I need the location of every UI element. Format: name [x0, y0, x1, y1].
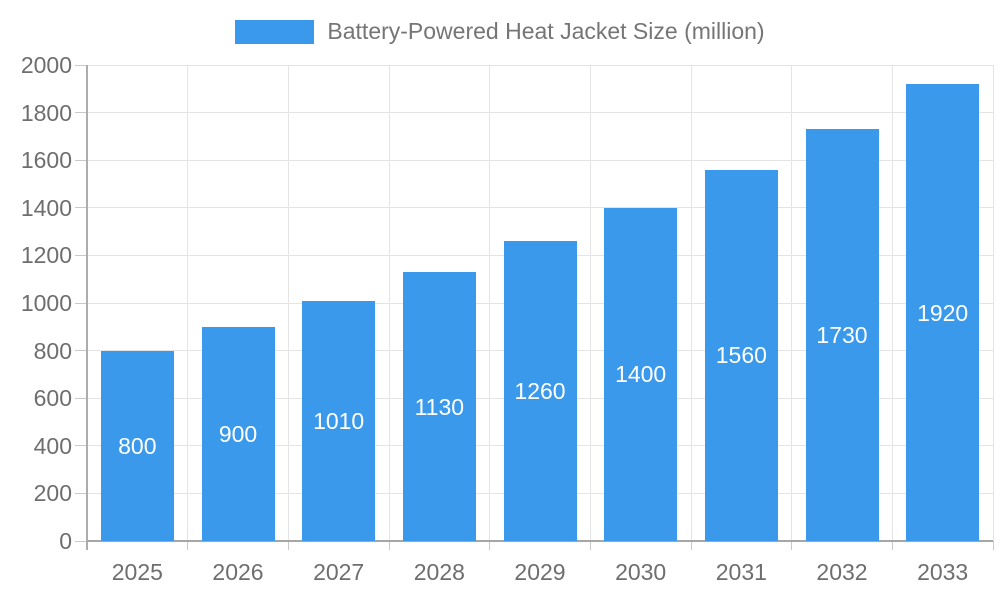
x-axis-tick — [891, 541, 893, 550]
y-axis-label: 2000 — [20, 52, 72, 78]
v-gridline — [791, 65, 793, 541]
x-axis-tick — [791, 541, 793, 550]
v-gridline — [287, 65, 289, 541]
bar[interactable] — [604, 207, 678, 541]
x-axis-label: 2026 — [212, 559, 264, 585]
y-axis-label: 1400 — [20, 194, 72, 221]
bar[interactable] — [503, 241, 577, 541]
bar-value-label: 1130 — [414, 393, 465, 420]
h-gridline — [87, 159, 993, 161]
v-gridline — [388, 65, 390, 541]
y-axis-label: 1600 — [20, 147, 72, 174]
x-axis-label: 2030 — [615, 559, 667, 585]
x-axis-tick — [589, 541, 591, 550]
y-axis-tick — [75, 207, 87, 209]
legend-label: Battery-Powered Heat Jacket Size (millio… — [327, 18, 765, 44]
x-axis-label: 2033 — [917, 559, 969, 585]
y-axis-label: 1800 — [20, 99, 72, 126]
x-axis-label: 2032 — [816, 559, 868, 585]
y-axis-tick — [75, 540, 87, 542]
bar-value-label: 1260 — [514, 378, 566, 405]
bar-value-label: 1920 — [917, 299, 969, 326]
bar-value-label: 1010 — [313, 407, 365, 434]
y-axis-line — [86, 65, 88, 550]
x-axis-tick — [690, 541, 692, 550]
v-gridline — [992, 65, 994, 541]
h-gridline — [87, 64, 993, 66]
x-axis-label: 2031 — [715, 559, 767, 585]
y-axis-tick — [75, 64, 87, 66]
y-axis-label: 200 — [33, 480, 72, 507]
bar[interactable] — [201, 326, 275, 541]
x-axis-tick — [489, 541, 491, 550]
y-axis-tick — [75, 112, 87, 114]
x-axis-line — [87, 540, 993, 542]
x-axis-tick — [287, 541, 289, 550]
x-axis-label: 2029 — [514, 559, 566, 585]
x-axis-tick — [388, 541, 390, 550]
y-axis-label: 1200 — [20, 242, 72, 269]
x-axis-label: 2025 — [111, 559, 163, 585]
x-axis-label: 2028 — [413, 559, 465, 585]
y-axis-tick — [75, 445, 87, 447]
y-axis-label: 0 — [59, 528, 72, 554]
bar[interactable] — [906, 84, 980, 541]
y-axis-tick — [75, 302, 87, 304]
v-gridline — [589, 65, 591, 541]
x-axis-tick — [992, 541, 994, 550]
v-gridline — [489, 65, 491, 541]
y-axis-tick — [75, 350, 87, 352]
x-axis-label: 2027 — [313, 559, 365, 585]
bar-value-label: 1560 — [715, 342, 767, 369]
y-axis-tick — [75, 254, 87, 256]
bar-value-label: 1730 — [816, 322, 868, 349]
y-axis-label: 600 — [33, 385, 72, 412]
y-axis-label: 800 — [33, 337, 72, 364]
legend[interactable]: Battery-Powered Heat Jacket Size (millio… — [0, 18, 1000, 45]
bar-value-label: 900 — [218, 420, 258, 447]
y-axis-tick — [75, 397, 87, 399]
bar[interactable] — [805, 129, 879, 541]
x-axis-tick — [187, 541, 189, 550]
y-axis-label: 1000 — [20, 290, 72, 316]
bar[interactable] — [302, 300, 376, 541]
legend-swatch — [235, 19, 315, 44]
h-gridline — [87, 112, 993, 114]
y-axis-label: 400 — [33, 432, 72, 459]
h-gridline — [87, 207, 993, 209]
v-gridline — [187, 65, 189, 541]
bar[interactable] — [100, 350, 174, 541]
bar[interactable] — [402, 272, 476, 541]
bar[interactable] — [704, 169, 778, 541]
y-axis-tick — [75, 492, 87, 494]
bar-value-label: 1400 — [615, 361, 667, 388]
v-gridline — [891, 65, 893, 541]
y-axis-tick — [75, 159, 87, 161]
v-gridline — [690, 65, 692, 541]
bar-value-label: 800 — [118, 432, 157, 459]
